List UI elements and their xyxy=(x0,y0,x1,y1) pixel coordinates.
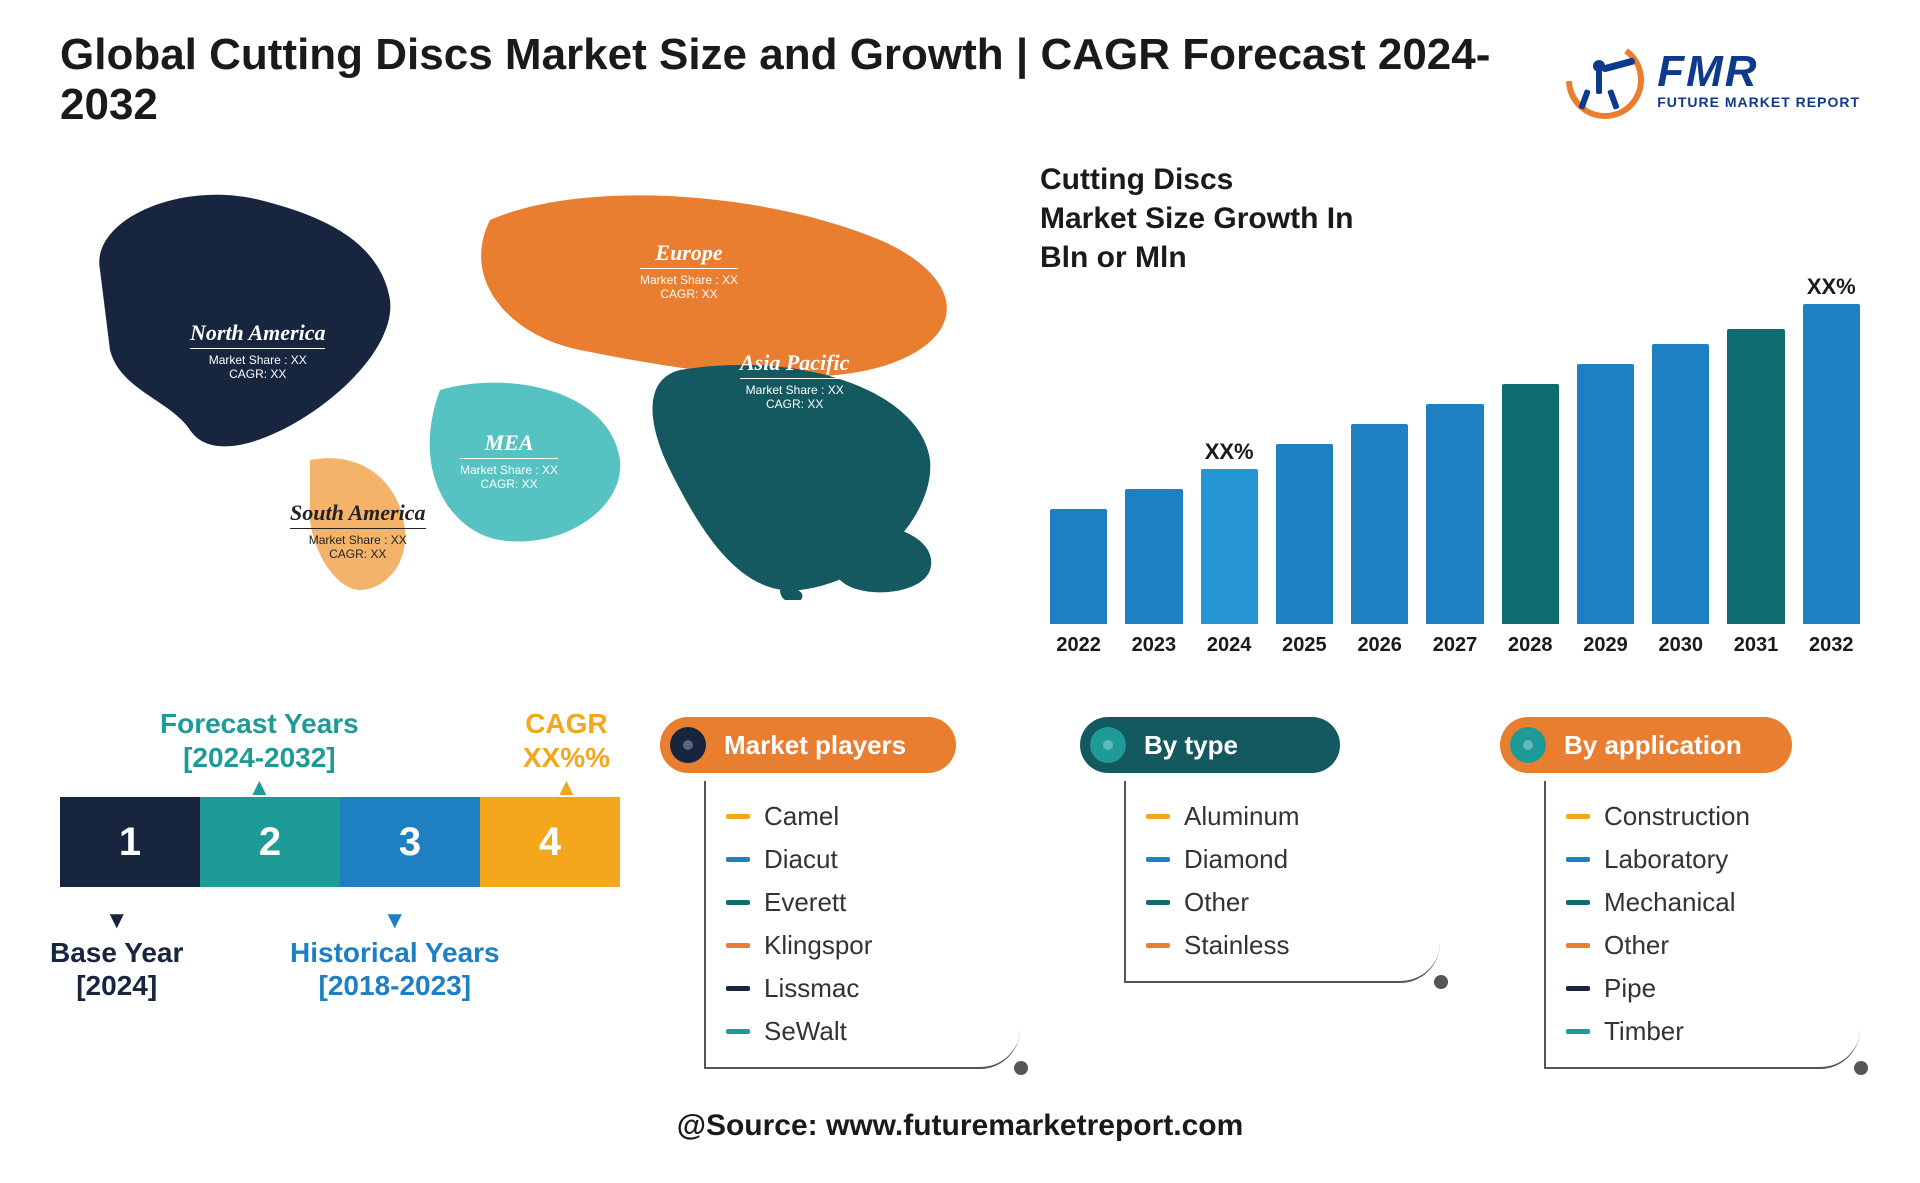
category-pill: By application xyxy=(1500,717,1792,773)
bar-2022: 2022 xyxy=(1050,509,1107,657)
category-list: Construction Laboratory Mechanical Other… xyxy=(1544,781,1860,1069)
bar-2031: 2031 xyxy=(1727,329,1784,657)
pill-dot-icon xyxy=(670,727,706,763)
bar-2030: 2030 xyxy=(1652,344,1709,657)
timeline-step-4: 4 xyxy=(480,797,620,887)
timeline-step-3: 3 xyxy=(340,797,480,887)
category-item: Laboratory xyxy=(1566,838,1830,881)
region-label-sa: South AmericaMarket Share : XXCAGR: XX xyxy=(290,500,426,561)
dash-icon xyxy=(1566,900,1590,905)
dash-icon xyxy=(1146,900,1170,905)
timeline-step-2: 2 xyxy=(200,797,340,887)
dash-icon xyxy=(1146,814,1170,819)
dash-icon xyxy=(1566,943,1590,948)
forecast-years-label: Forecast Years[2024-2032] ▲ xyxy=(160,707,359,803)
dash-icon xyxy=(726,857,750,862)
category-item: Other xyxy=(1146,881,1410,924)
dash-icon xyxy=(726,1029,750,1034)
category-item: Lissmac xyxy=(726,967,990,1010)
logo-text: FMR FUTURE MARKET REPORT xyxy=(1657,50,1860,110)
timeline-steps: 1234 xyxy=(60,797,620,887)
dash-icon xyxy=(726,814,750,819)
category-item: Aluminum xyxy=(1146,795,1410,838)
fmr-logo: FMR FUTURE MARKET REPORT xyxy=(1565,40,1860,120)
historical-years-label: ▼ Historical Years[2018-2023] xyxy=(290,907,500,1003)
bar-2026: 2026 xyxy=(1351,424,1408,657)
category-pill: By type xyxy=(1080,717,1340,773)
category-item: Timber xyxy=(1566,1010,1830,1053)
category-item: Diamond xyxy=(1146,838,1410,881)
region-label-eu: EuropeMarket Share : XXCAGR: XX xyxy=(640,240,738,301)
bar-chart: 2022 2023 XX%2024 2025 2026 2027 2028 2029 2030 2… xyxy=(1040,297,1860,657)
category-item: Other xyxy=(1566,924,1830,967)
dash-icon xyxy=(1566,857,1590,862)
category-item: SeWalt xyxy=(726,1010,990,1053)
bar-2023: 2023 xyxy=(1125,489,1182,657)
bar-2027: 2027 xyxy=(1426,404,1483,657)
base-year-label: ▼ Base Year[2024] xyxy=(50,907,183,1003)
category-item: Pipe xyxy=(1566,967,1830,1010)
category-list: Camel Diacut Everett Klingspor Lissmac S… xyxy=(704,781,1020,1069)
region-label-na: North AmericaMarket Share : XXCAGR: XX xyxy=(190,320,325,381)
dash-icon xyxy=(726,986,750,991)
header: Global Cutting Discs Market Size and Gro… xyxy=(0,0,1920,140)
telescope-icon xyxy=(1565,40,1645,120)
category-item: Diacut xyxy=(726,838,990,881)
dash-icon xyxy=(726,943,750,948)
bar-2024: XX%2024 xyxy=(1201,469,1258,657)
category-item: Klingspor xyxy=(726,924,990,967)
category-item: Construction xyxy=(1566,795,1830,838)
dash-icon xyxy=(1566,814,1590,819)
category-column-2: By application Construction Laboratory M… xyxy=(1500,717,1860,1069)
dash-icon xyxy=(1566,986,1590,991)
dash-icon xyxy=(726,900,750,905)
world-map: North AmericaMarket Share : XXCAGR: XX So… xyxy=(60,160,1000,600)
category-list: Aluminum Diamond Other Stainless xyxy=(1124,781,1440,983)
bar-2029: 2029 xyxy=(1577,364,1634,657)
chart-title: Cutting Discs Market Size Growth In Bln … xyxy=(1040,160,1860,277)
bar-2032: XX%2032 xyxy=(1803,304,1860,657)
region-label-ap: Asia PacificMarket Share : XXCAGR: XX xyxy=(740,350,849,411)
pill-dot-icon xyxy=(1510,727,1546,763)
dash-icon xyxy=(1146,857,1170,862)
region-label-mea: MEAMarket Share : XXCAGR: XX xyxy=(460,430,558,491)
cagr-label: CAGRXX%% ▲ xyxy=(523,707,610,803)
category-column-0: Market players Camel Diacut Everett Klin… xyxy=(660,717,1020,1069)
page-title: Global Cutting Discs Market Size and Gro… xyxy=(60,30,1565,130)
category-item: Everett xyxy=(726,881,990,924)
timeline-step-1: 1 xyxy=(60,797,200,887)
category-item: Stainless xyxy=(1146,924,1410,967)
category-item: Camel xyxy=(726,795,990,838)
bar-2028: 2028 xyxy=(1502,384,1559,657)
pill-dot-icon xyxy=(1090,727,1126,763)
source-attribution: @Source: www.futuremarketreport.com xyxy=(0,1089,1920,1183)
timeline-block: Forecast Years[2024-2032] ▲ CAGRXX%% ▲ 1… xyxy=(60,717,620,1069)
category-item: Mechanical xyxy=(1566,881,1830,924)
bar-2025: 2025 xyxy=(1276,444,1333,657)
category-column-1: By type Aluminum Diamond Other Stainless xyxy=(1080,717,1440,1069)
dash-icon xyxy=(1566,1029,1590,1034)
category-pill: Market players xyxy=(660,717,956,773)
dash-icon xyxy=(1146,943,1170,948)
